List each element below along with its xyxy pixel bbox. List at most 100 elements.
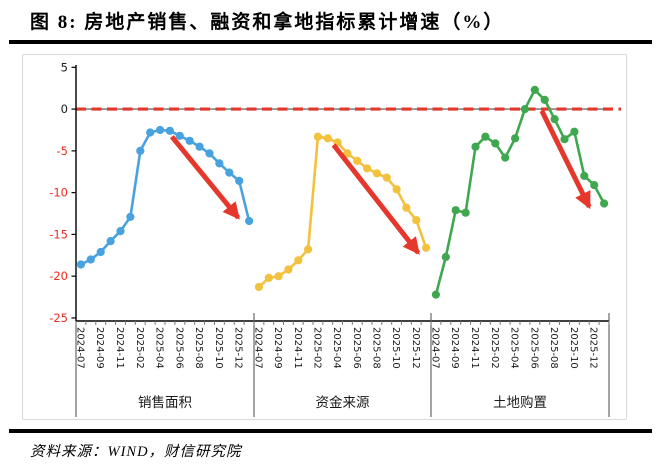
x-axis-date-label: 2024-11 <box>292 327 303 369</box>
source-note: 资料来源：WIND，财信研究院 <box>30 444 242 460</box>
data-point-marker <box>304 245 313 254</box>
data-point-marker <box>481 132 490 141</box>
data-point-marker <box>156 125 165 135</box>
y-axis-tick-label: 0 <box>61 102 68 116</box>
data-point-marker <box>294 256 303 265</box>
x-axis-date-label: 2025-08 <box>193 327 204 369</box>
data-point-marker <box>353 156 362 165</box>
data-point-marker <box>501 153 510 162</box>
data-point-marker <box>225 168 234 177</box>
data-point-marker <box>540 95 549 104</box>
indicator-name-label: 资金来源 <box>316 395 370 411</box>
x-axis-date-label: 2025-02 <box>489 327 500 369</box>
data-point-marker <box>600 199 609 208</box>
data-point-marker <box>323 134 332 143</box>
chart-card: 5 0 -5 -10 -15 -20 -25 2024-07 2024-09 2024-11 202… <box>22 54 627 420</box>
x-axis-date-label: 2025-10 <box>213 327 224 369</box>
data-point-marker <box>195 142 204 151</box>
x-axis-date-label: 2025-08 <box>370 327 381 369</box>
data-point-marker <box>313 132 322 141</box>
data-point-marker <box>126 212 135 221</box>
data-point-marker <box>570 127 579 136</box>
data-point-marker <box>412 216 421 225</box>
data-point-marker <box>372 169 381 178</box>
x-axis-date-label: 2025-06 <box>173 327 184 369</box>
x-axis-date-label: 2025-04 <box>509 327 520 369</box>
data-point-marker <box>76 260 85 269</box>
data-point-marker <box>461 208 470 217</box>
indicator-name-label: 销售面积 <box>138 395 192 411</box>
y-axis-tick-label: -20 <box>49 269 68 283</box>
x-axis-date-label: 2025-12 <box>233 327 244 369</box>
data-point-marker <box>520 105 529 114</box>
series-group-销售面积: 2024-07 2024-09 2024-11 2025-02 2025-04 2025-… <box>74 125 255 411</box>
data-point-marker <box>205 149 214 158</box>
indicator-name-label: 土地购置 <box>493 395 547 411</box>
x-axis-date-label: 2024-11 <box>469 327 480 369</box>
x-axis-date-label: 2024-07 <box>74 327 85 369</box>
y-axis-tick-label: -5 <box>57 144 68 158</box>
data-point-marker <box>215 159 224 168</box>
data-point-marker <box>580 171 589 180</box>
data-point-marker <box>550 115 559 124</box>
data-point-marker <box>471 142 480 151</box>
data-point-marker <box>165 126 174 135</box>
x-axis-date-label: 2025-02 <box>311 327 322 369</box>
data-point-marker <box>116 227 125 236</box>
x-axis-date-label: 2025-06 <box>528 327 539 369</box>
data-point-marker <box>590 181 599 190</box>
x-axis-date-label: 2025-12 <box>588 327 599 369</box>
x-axis-date-label: 2024-11 <box>114 327 125 369</box>
data-point-marker <box>86 255 95 264</box>
x-axis-date-label: 2025-04 <box>154 327 165 369</box>
x-axis-date-label: 2025-10 <box>568 327 579 369</box>
data-point-marker <box>392 185 401 194</box>
data-point-marker <box>284 265 293 274</box>
data-point-marker <box>402 203 411 212</box>
series-group-土地购置: 2024-07 2024-09 2024-11 2025-02 2025-04 2025-… <box>429 85 610 411</box>
x-axis-date-label: 2024-09 <box>94 327 105 369</box>
data-point-marker <box>96 247 105 257</box>
footer-divider-rule <box>9 429 652 433</box>
data-point-marker <box>254 282 263 292</box>
data-point-marker <box>235 176 244 185</box>
y-axis-tick-label: -15 <box>49 227 68 241</box>
data-point-marker <box>431 290 440 299</box>
data-point-marker <box>106 237 115 246</box>
data-point-marker <box>245 216 254 226</box>
x-axis-date-label: 2024-09 <box>272 327 283 369</box>
data-point-marker <box>511 134 520 143</box>
data-point-marker <box>422 243 431 252</box>
x-axis-date-label: 2024-09 <box>449 327 460 369</box>
downtrend-arrow <box>331 143 421 255</box>
data-point-marker <box>264 273 273 282</box>
data-point-marker <box>441 252 450 262</box>
y-axis-tick-label: -25 <box>49 311 68 325</box>
series-line-土地购置 <box>434 88 606 295</box>
title-divider-rule <box>9 40 652 44</box>
data-point-marker <box>343 149 352 158</box>
x-axis-date-label: 2024-07 <box>429 327 440 369</box>
data-point-marker <box>382 173 391 182</box>
data-point-marker <box>363 164 372 173</box>
x-axis-date-label: 2025-02 <box>134 327 145 369</box>
data-point-marker <box>530 85 539 94</box>
data-point-marker <box>451 206 460 215</box>
x-axis-date-label: 2025-08 <box>548 327 559 369</box>
data-point-marker <box>146 128 155 137</box>
data-point-marker <box>136 146 145 155</box>
data-point-marker <box>274 272 283 281</box>
downtrend-arrow <box>539 109 592 210</box>
downtrend-arrow <box>169 135 241 220</box>
x-axis-date-label: 2025-12 <box>410 327 421 369</box>
data-point-marker <box>175 131 184 140</box>
x-axis-date-label: 2024-07 <box>252 327 263 369</box>
y-axis-tick-label: -10 <box>49 186 68 200</box>
y-axis-tick-label: 5 <box>61 60 68 74</box>
data-point-marker <box>491 139 500 148</box>
x-axis-date-label: 2025-10 <box>390 327 401 369</box>
figure-title: 图 8: 房地产销售、融资和拿地指标累计增速（%） <box>30 12 505 33</box>
data-point-marker <box>185 136 194 145</box>
